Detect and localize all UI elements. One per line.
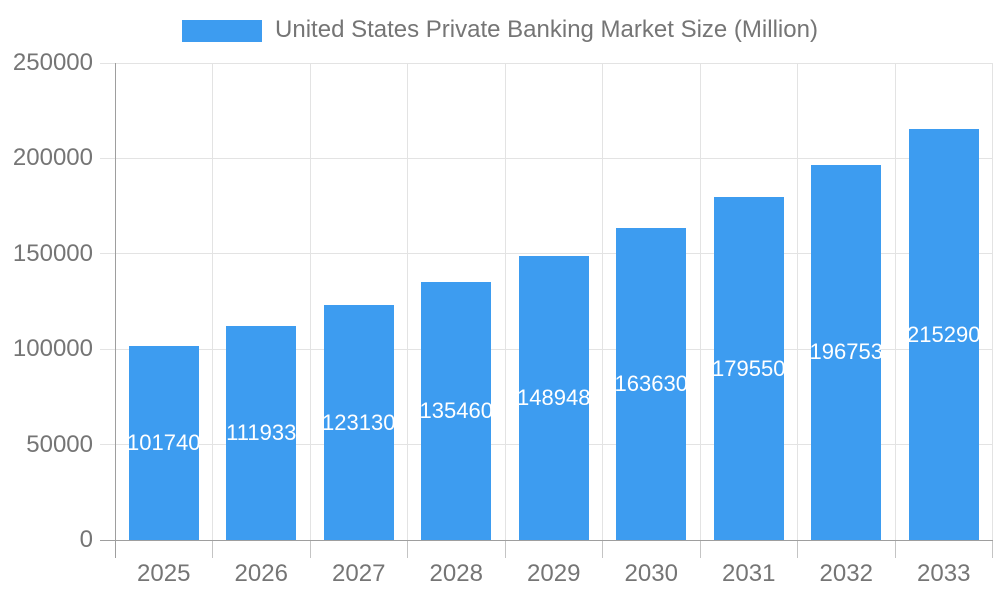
x-axis-tick	[992, 540, 993, 558]
bar-value-label: 163630	[616, 370, 687, 396]
bar-value-label: 148948	[518, 384, 589, 410]
gridline-vertical	[797, 63, 798, 540]
x-axis-tick	[212, 540, 213, 558]
bar: 215290	[908, 129, 979, 540]
bar-value-label: 123130	[323, 409, 394, 435]
chart-legend[interactable]: United States Private Banking Market Siz…	[0, 16, 1000, 44]
bar: 111933	[226, 326, 297, 540]
x-axis-tick	[602, 540, 603, 558]
gridline-vertical	[212, 63, 213, 540]
x-axis-tick-label: 2027	[332, 560, 386, 587]
gridline-vertical	[504, 63, 506, 540]
legend-swatch	[182, 20, 263, 42]
gridline-vertical	[602, 63, 603, 540]
bar: 179550	[713, 197, 784, 540]
y-axis-tick-label: 150000	[12, 239, 93, 267]
x-axis-tick	[407, 540, 408, 558]
bar-value-label: 135460	[421, 397, 492, 423]
bar: 135460	[421, 281, 492, 540]
x-axis-tick	[309, 540, 311, 558]
bar: 163630	[616, 227, 687, 540]
gridline-horizontal	[100, 62, 993, 64]
bar-value-label: 101740	[128, 429, 199, 455]
bar-value-label: 215290	[908, 321, 979, 347]
y-axis-tick-label: 200000	[12, 144, 93, 172]
y-axis-tick-label: 0	[79, 526, 93, 553]
x-axis-tick-label: 2031	[722, 560, 776, 587]
x-axis-line	[100, 539, 993, 541]
legend-label: United States Private Banking Market Siz…	[275, 16, 818, 43]
x-axis-tick-label: 2025	[137, 560, 191, 587]
gridline-vertical	[894, 63, 896, 540]
y-axis-tick-label: 50000	[26, 430, 93, 458]
x-axis-tick	[797, 540, 798, 558]
x-axis-tick-label: 2032	[819, 560, 873, 587]
x-axis-tick-label: 2033	[917, 560, 971, 587]
gridline-vertical	[699, 63, 701, 540]
y-axis-tick-label: 250000	[12, 49, 93, 76]
bar: 148948	[518, 255, 589, 540]
bar-value-label: 111933	[226, 420, 297, 446]
gridline-horizontal	[100, 157, 993, 159]
gridline-vertical	[309, 63, 311, 540]
x-axis-tick	[894, 540, 896, 558]
gridline-vertical	[407, 63, 408, 540]
bar-value-label: 179550	[713, 355, 784, 381]
bar: 123130	[323, 305, 394, 540]
bar: 101740	[128, 345, 199, 540]
y-axis-tick-label: 100000	[12, 335, 93, 363]
gridline-horizontal	[100, 253, 993, 255]
x-axis-tick-label: 2029	[527, 560, 581, 587]
x-axis-tick-label: 2028	[429, 560, 483, 587]
bar-value-label: 196753	[811, 339, 882, 365]
x-axis-tick-label: 2026	[234, 560, 288, 587]
x-axis-tick	[504, 540, 506, 558]
x-axis-tick-label: 2030	[624, 560, 678, 587]
bar: 196753	[811, 164, 882, 540]
y-axis-line	[114, 63, 116, 558]
gridline-vertical	[992, 63, 993, 540]
x-axis-tick	[699, 540, 701, 558]
